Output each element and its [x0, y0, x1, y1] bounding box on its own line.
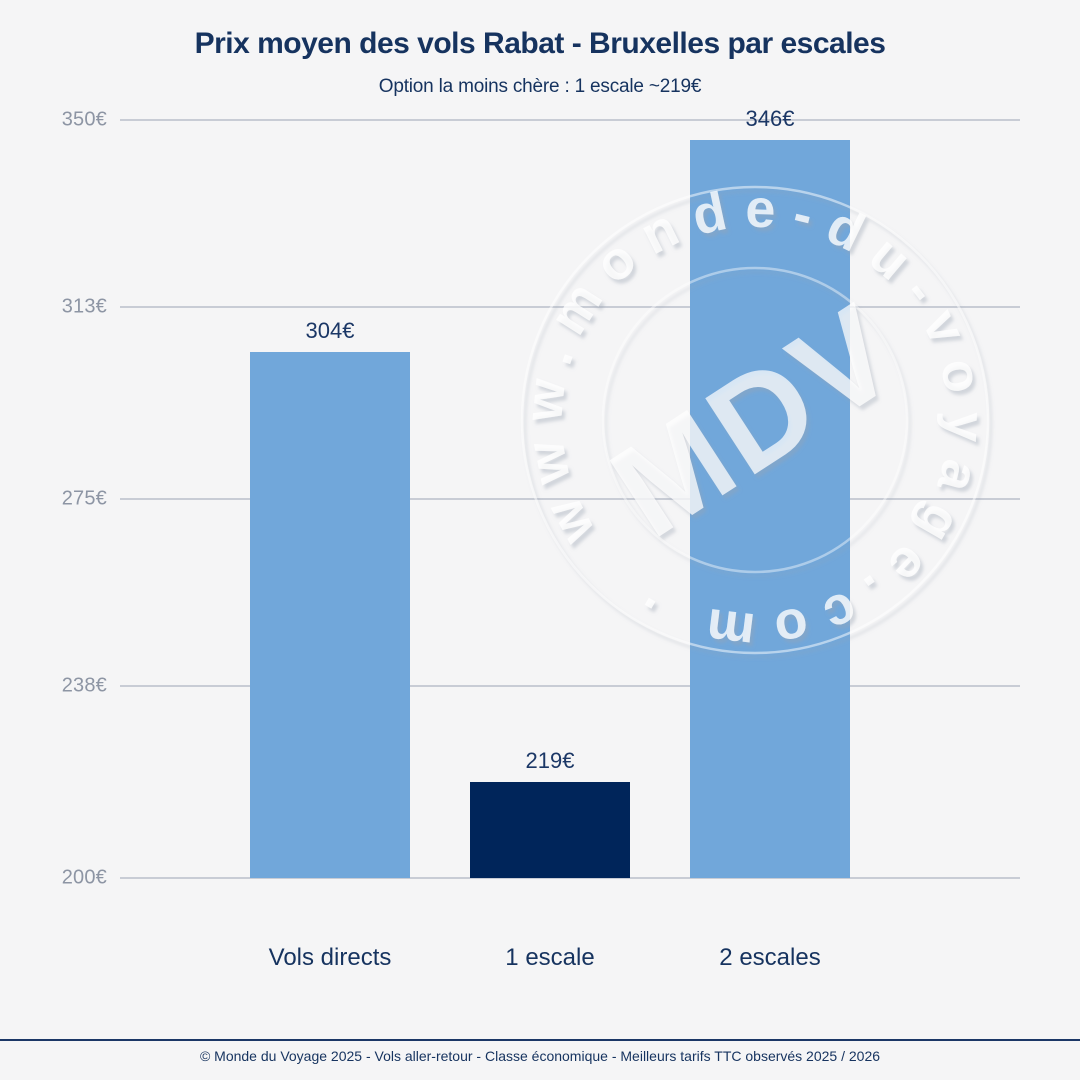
gridline: [120, 119, 1020, 121]
bar-vols-directs: [250, 352, 410, 878]
plot-area: 304€ 219€ 346€: [120, 106, 1020, 879]
footer-credit-text: © Monde du Voyage 2025 - Vols aller-reto…: [199, 1048, 881, 1064]
gridline: [120, 684, 1020, 687]
gridline: [120, 877, 1020, 879]
y-tick-label: 200€: [61, 866, 107, 889]
y-tick-label: 275€: [61, 487, 107, 510]
bar-2-escales: [690, 140, 850, 878]
y-tick-label: 313€: [61, 295, 107, 318]
footer-divider-line: [0, 1039, 1080, 1041]
gridline: [120, 305, 1020, 308]
x-category-label: 2 escales: [719, 944, 821, 971]
chart-title: Prix moyen des vols Rabat - Bruxelles pa…: [194, 27, 886, 60]
chart-subtitle: Option la moins chère : 1 escale ~219€: [378, 76, 702, 97]
y-tick-label: 350€: [61, 108, 107, 131]
bar-value-label: 219€: [525, 748, 575, 773]
y-tick-label: 238€: [61, 674, 107, 697]
bar-1-escale: [470, 782, 630, 878]
x-category-label: 1 escale: [505, 944, 595, 971]
bar-value-label: 346€: [745, 106, 795, 132]
x-category-label: Vols directs: [268, 944, 392, 971]
bar-value-label: 304€: [305, 318, 355, 344]
